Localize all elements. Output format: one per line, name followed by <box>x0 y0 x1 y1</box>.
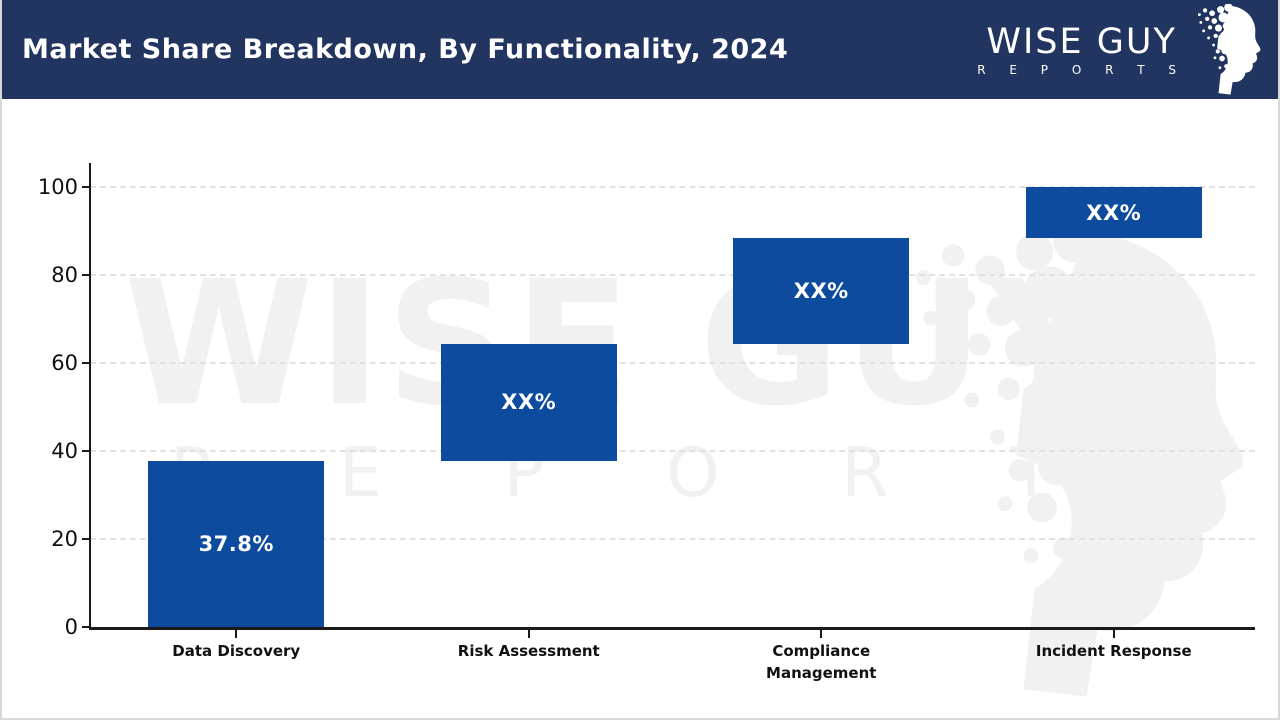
x-category-label: Compliance Management <box>766 642 877 682</box>
y-tick-label: 40 <box>51 439 78 463</box>
y-tick-mark <box>82 186 90 188</box>
bar-value-label: XX% <box>501 390 557 415</box>
x-tick-mark <box>820 630 823 638</box>
y-tick-mark <box>82 626 90 628</box>
header-bar: Market Share Breakdown, By Functionality… <box>2 0 1278 99</box>
y-tick-mark <box>82 538 90 540</box>
y-tick-mark <box>82 362 90 364</box>
y-gridline <box>90 450 1255 452</box>
x-category-label: Incident Response <box>1035 642 1192 660</box>
y-gridline <box>90 362 1255 364</box>
brand-logo-text: WISE GUY R E P O R T S <box>977 23 1186 77</box>
y-tick-label: 0 <box>64 615 78 639</box>
brand-wordmark: WISE GUY <box>986 22 1177 63</box>
chart-title: Market Share Breakdown, By Functionality… <box>22 34 789 65</box>
y-tick-label: 100 <box>37 175 78 199</box>
x-tick-mark <box>1112 630 1115 638</box>
y-tick-mark <box>82 274 90 276</box>
bar-segment: XX% <box>733 238 910 345</box>
brand-logo: WISE GUY R E P O R T S <box>977 2 1266 98</box>
bar-segment: 37.8% <box>148 460 325 627</box>
bar-value-label: XX% <box>1086 200 1142 225</box>
x-tick-mark <box>235 630 238 638</box>
y-tick-label: 60 <box>51 351 78 375</box>
brand-reports-text: R E P O R T S <box>977 62 1186 77</box>
y-tick-label: 80 <box>51 263 78 287</box>
bar-value-label: XX% <box>793 279 849 304</box>
x-category-label: Data Discovery <box>172 642 301 660</box>
y-axis-line <box>89 163 91 630</box>
x-tick-mark <box>527 630 530 638</box>
bar-value-label: 37.8% <box>198 531 274 556</box>
y-tick-label: 20 <box>51 527 78 551</box>
y-gridline <box>90 538 1255 540</box>
bar-segment: XX% <box>1025 187 1202 239</box>
x-category-label: Risk Assessment <box>457 642 600 660</box>
bar-segment: XX% <box>440 344 617 461</box>
y-gridline <box>90 274 1255 276</box>
y-tick-mark <box>82 450 90 452</box>
y-gridline <box>90 186 1255 188</box>
watermark-wordmark: WISE GUY <box>124 243 1117 444</box>
brand-face-icon <box>1197 4 1261 95</box>
x-axis-line <box>90 627 1255 630</box>
